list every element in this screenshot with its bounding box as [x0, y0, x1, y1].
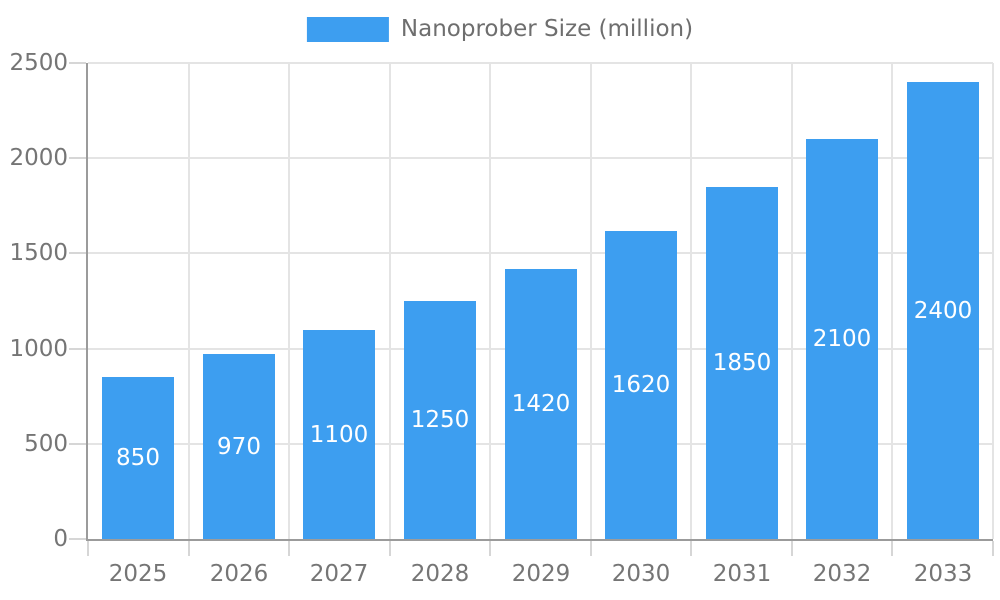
- x-axis-tick: [288, 541, 290, 556]
- bar-value-label: 1100: [309, 421, 369, 448]
- bar-value-label: 850: [116, 445, 160, 471]
- y-axis-tick: [69, 348, 86, 350]
- x-axis-label: 2026: [209, 561, 269, 587]
- bar[interactable]: 970: [203, 354, 275, 539]
- y-axis-tick: [69, 62, 86, 64]
- legend-item[interactable]: Nanoprober Size (million): [306, 16, 694, 42]
- x-gridline: [288, 63, 290, 539]
- x-axis-line: [86, 539, 993, 541]
- x-gridline: [891, 63, 893, 539]
- bar-value-label: 1420: [511, 391, 571, 417]
- x-axis-tick: [87, 541, 89, 556]
- y-axis-tick: [69, 252, 86, 254]
- x-axis-tick: [188, 541, 190, 556]
- y-axis-label: 2500: [9, 50, 68, 76]
- bar-value-label: 1850: [712, 350, 772, 376]
- x-axis-label: 2025: [108, 561, 168, 587]
- y-gridline: [88, 62, 993, 64]
- bar-value-label: 2400: [913, 297, 973, 324]
- x-gridline: [992, 63, 994, 539]
- x-axis-label: 2029: [511, 561, 571, 587]
- x-axis-tick: [992, 541, 994, 556]
- bar[interactable]: 1420: [505, 269, 577, 539]
- y-axis-tick: [69, 443, 86, 445]
- y-axis-label: 1500: [9, 240, 68, 266]
- bar[interactable]: 1850: [706, 187, 778, 539]
- x-gridline: [389, 63, 391, 539]
- bar[interactable]: 2400: [907, 82, 979, 539]
- bar[interactable]: 1250: [404, 301, 476, 539]
- x-axis-label: 2027: [309, 561, 369, 587]
- x-axis-tick: [791, 541, 793, 556]
- x-gridline: [489, 63, 491, 539]
- bar-value-label: 970: [217, 433, 261, 460]
- y-axis-tick: [69, 538, 86, 540]
- x-axis-tick: [489, 541, 491, 556]
- y-axis-label: 0: [53, 526, 68, 552]
- bar-value-label: 1620: [611, 372, 671, 398]
- y-gridline: [88, 252, 993, 254]
- x-gridline: [188, 63, 190, 539]
- bar-value-label: 1250: [410, 407, 470, 433]
- x-axis-label: 2028: [410, 561, 470, 587]
- y-axis-label: 2000: [9, 145, 68, 171]
- bar[interactable]: 1620: [605, 231, 677, 539]
- x-axis-tick: [891, 541, 893, 556]
- y-axis-line: [86, 63, 88, 541]
- y-axis-tick: [69, 157, 86, 159]
- legend-label: Nanoprober Size (million): [400, 16, 694, 42]
- x-axis-label: 2033: [913, 561, 973, 587]
- x-axis-tick: [389, 541, 391, 556]
- x-gridline: [791, 63, 793, 539]
- bar[interactable]: 850: [102, 377, 174, 539]
- legend-swatch-icon: [306, 16, 389, 42]
- x-axis-tick: [690, 541, 692, 556]
- y-gridline: [88, 157, 993, 159]
- x-axis-tick: [590, 541, 592, 556]
- x-axis-label: 2030: [611, 561, 671, 587]
- y-axis-label: 500: [24, 431, 68, 457]
- x-gridline: [590, 63, 592, 539]
- y-axis-label: 1000: [9, 336, 68, 362]
- x-axis-label: 2032: [812, 561, 872, 587]
- bar-value-label: 2100: [812, 326, 872, 352]
- bar[interactable]: 2100: [806, 139, 878, 539]
- x-axis-label: 2031: [712, 561, 772, 587]
- bar[interactable]: 1100: [303, 330, 375, 539]
- x-gridline: [690, 63, 692, 539]
